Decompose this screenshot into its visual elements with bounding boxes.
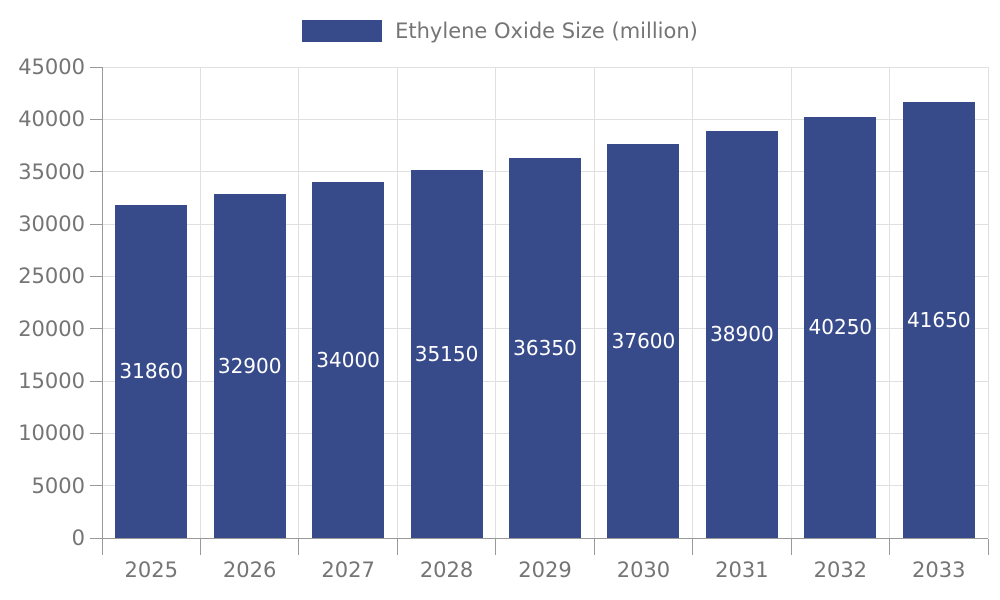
x-axis-label: 2029	[518, 558, 572, 582]
bar-value-label: 35150	[414, 342, 479, 367]
bar-value-label: 32900	[217, 353, 282, 378]
x-axis-tick	[495, 539, 497, 555]
y-axis-tick	[90, 537, 102, 539]
bar-value-label: 36350	[513, 335, 577, 360]
h-gridline	[102, 118, 988, 120]
y-axis-tick	[90, 380, 102, 382]
x-axis-tick	[889, 539, 891, 555]
y-axis-tick	[90, 485, 102, 487]
x-axis-label: 2032	[813, 558, 868, 582]
v-gridline	[298, 67, 300, 538]
bar-2033	[902, 102, 975, 538]
y-axis-tick	[90, 275, 102, 277]
y-axis-label: 45000	[18, 55, 85, 79]
h-gridline	[102, 66, 988, 68]
bar-2031	[705, 130, 778, 538]
y-axis-label: 40000	[18, 107, 85, 132]
x-axis-label: 2031	[715, 558, 769, 582]
legend: Ethylene Oxide Size (million)	[0, 13, 1000, 49]
x-axis-tick	[396, 539, 398, 555]
v-gridline	[987, 67, 989, 538]
bar-value-label: 37600	[611, 329, 676, 354]
plot-area: 31860 32900 34000 35150 36350 37600 38900 40250…	[102, 66, 989, 538]
bar-2030	[607, 144, 680, 538]
x-axis-line	[102, 537, 988, 539]
v-gridline	[199, 67, 201, 538]
y-axis-tick	[90, 328, 102, 330]
v-gridline	[495, 67, 497, 538]
x-axis-label: 2026	[222, 558, 277, 582]
y-axis-label: 20000	[18, 316, 85, 341]
y-axis-tick	[90, 118, 102, 120]
y-axis-line	[101, 67, 103, 555]
y-axis-label: 10000	[18, 421, 85, 446]
x-axis-tick	[987, 539, 989, 555]
bar-2029	[509, 157, 581, 538]
y-axis-label: 30000	[18, 212, 85, 236]
y-axis-tick	[90, 66, 102, 68]
x-axis-label: 2025	[124, 558, 178, 582]
bar-2026	[213, 193, 286, 538]
x-axis-tick	[199, 539, 201, 555]
bar-value-label: 40250	[808, 315, 873, 340]
y-axis-label: 0	[71, 526, 85, 550]
bar-value-label: 38900	[710, 322, 774, 347]
x-axis-tick	[692, 539, 694, 555]
x-axis-label: 2027	[321, 558, 375, 582]
v-gridline	[396, 67, 398, 538]
legend-label: Ethylene Oxide Size (million)	[395, 19, 698, 43]
y-axis-label: 35000	[18, 159, 85, 184]
bar-2027	[312, 182, 385, 538]
y-axis-label: 5000	[31, 473, 85, 498]
y-axis-label: 15000	[18, 369, 85, 393]
x-axis-label: 2028	[419, 558, 474, 582]
bar-2028	[410, 170, 483, 538]
bar-2025	[115, 204, 188, 538]
y-axis-tick	[90, 223, 102, 225]
x-axis-tick	[593, 539, 595, 555]
x-axis-tick	[298, 539, 300, 555]
bar-value-label: 34000	[316, 348, 380, 373]
bar-2032	[804, 116, 877, 538]
x-axis-label: 2033	[912, 558, 966, 582]
v-gridline	[692, 67, 694, 538]
v-gridline	[790, 67, 792, 538]
y-axis-tick	[90, 171, 102, 173]
v-gridline	[593, 67, 595, 538]
bar-value-label: 41650	[906, 308, 971, 333]
x-axis-tick	[790, 539, 792, 555]
bar-value-label: 31860	[119, 359, 184, 384]
y-axis-tick	[90, 432, 102, 434]
x-axis-label: 2030	[616, 558, 671, 582]
v-gridline	[889, 67, 891, 538]
legend-swatch	[302, 20, 383, 42]
y-axis-label: 25000	[18, 264, 85, 289]
